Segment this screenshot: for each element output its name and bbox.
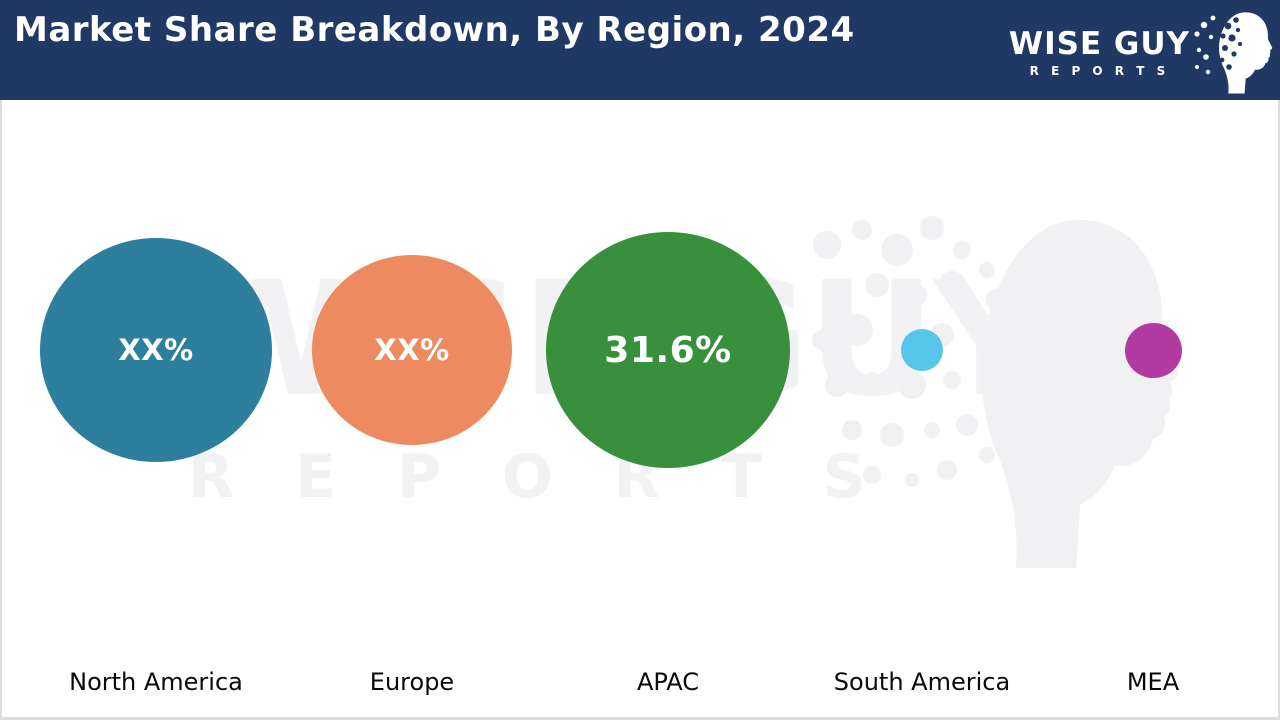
header: Market Share Breakdown, By Region, 2024 … [0,0,1280,100]
bubble-value-apac: 31.6% [604,329,732,371]
bubble-value-europe: XX% [374,333,450,367]
brand-logo-text: WISE GUY R E P O R T S [1009,26,1190,78]
wiseguy-face-icon [1194,12,1273,94]
bubble-north-america: XX% [40,238,272,462]
label-europe: Europe [369,668,455,696]
watermark-subtitle-text: R E P O R T S [188,442,886,512]
bubble-europe: XX% [312,255,512,445]
bubble-apac: 31.6% [546,232,790,468]
brand-subtitle: R E P O R T S [1029,64,1170,78]
label-north-america: North America [69,668,243,696]
page-title: Market Share Breakdown, By Region, 2024 [14,10,855,50]
label-south-america: South America [833,668,1011,696]
label-apac: APAC [636,668,700,696]
label-mea: MEA [1126,668,1180,696]
brand-name: WISE GUY [1008,26,1190,62]
watermark-face-icon [812,216,1179,568]
brand-logo: WISE GUY R E P O R T S [1009,0,1280,94]
bubble-chart: WISE GUY R E P O R T S [0,100,1280,720]
bubble-south-america [901,329,943,371]
bubble-value-north-america: XX% [118,333,194,367]
bubble-mea [1124,322,1182,378]
